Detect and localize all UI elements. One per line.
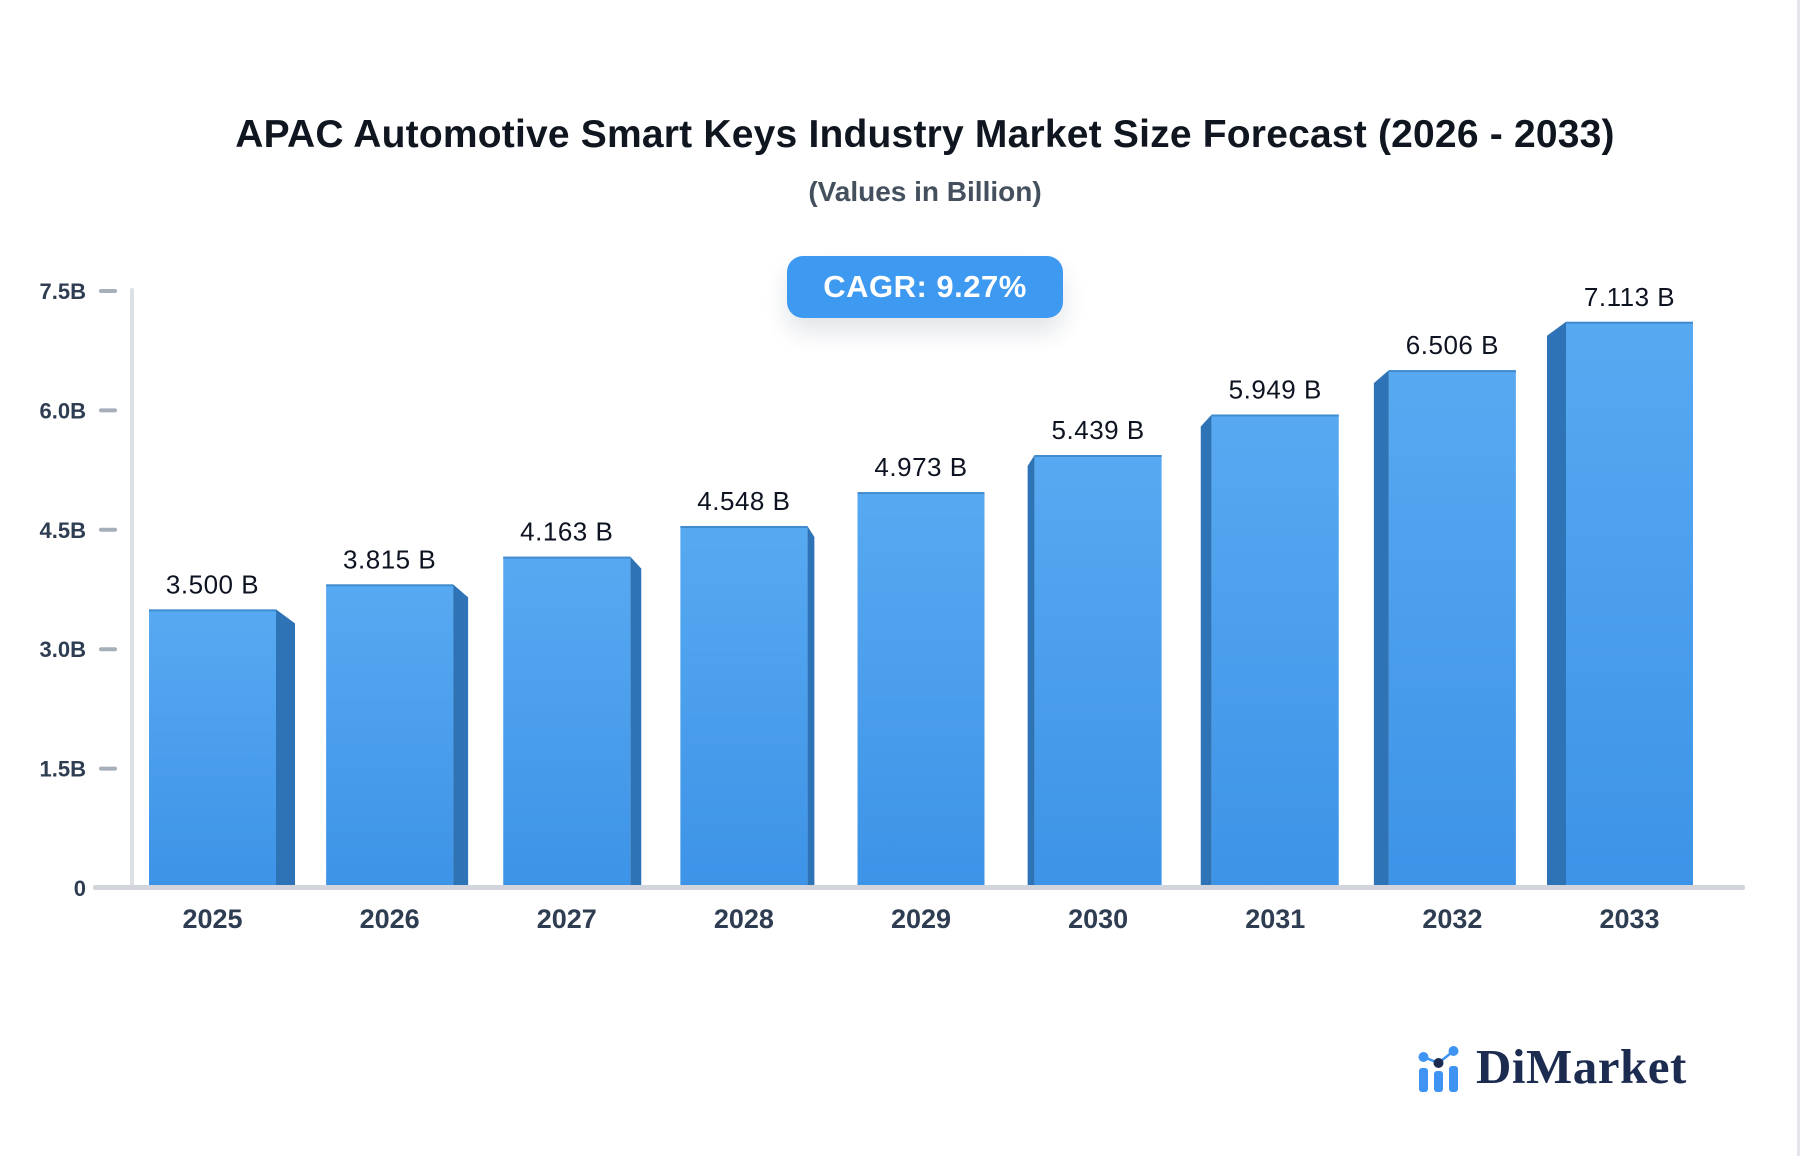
- y-tick-label: 0: [74, 876, 86, 901]
- page-right-border: [1797, 0, 1800, 1156]
- x-tick-label: 2032: [1422, 904, 1482, 934]
- dimarket-logo: DiMarket: [1418, 1038, 1687, 1092]
- y-tick-label: 1.5B: [40, 757, 86, 782]
- chart-header: APAC Automotive Smart Keys Industry Mark…: [60, 112, 1790, 208]
- bar-2027: [503, 556, 631, 888]
- bar-value-label: 4.548 B: [697, 486, 790, 516]
- x-tick-label: 2028: [714, 904, 774, 934]
- chart-title: APAC Automotive Smart Keys Industry Mark…: [235, 113, 1615, 156]
- chart-subtitle: (Values in Billion): [808, 176, 1042, 207]
- bar-side-2031: [1200, 414, 1212, 888]
- bar-value-label: 5.949 B: [1229, 374, 1322, 404]
- bar-value-label: 7.113 B: [1584, 282, 1675, 312]
- x-axis-line: [93, 885, 1745, 890]
- logo-text: DiMarket: [1476, 1039, 1687, 1095]
- bar-2030: [1034, 455, 1162, 888]
- x-tick-label: 2027: [537, 904, 597, 934]
- cagr-badge: CAGR: 9.27%: [787, 256, 1063, 318]
- bar-2025: [149, 609, 276, 888]
- bar-2026: [326, 584, 454, 888]
- y-axis-line: [130, 288, 134, 889]
- bar-value-label: 6.506 B: [1406, 330, 1499, 360]
- x-tick-label: 2026: [360, 904, 420, 934]
- bar-value-label: 4.973 B: [874, 452, 967, 482]
- bar-2032: [1388, 370, 1516, 888]
- x-tick-label: 2031: [1245, 904, 1305, 934]
- y-tick-mark: [99, 527, 117, 532]
- badge-row: CAGR: 9.27%: [60, 256, 1790, 318]
- y-tick-mark: [99, 289, 117, 293]
- y-tick-mark: [99, 408, 117, 413]
- y-tick-mark: [99, 766, 117, 771]
- x-tick-label: 2029: [891, 904, 951, 934]
- bar-value-label: 5.439 B: [1052, 415, 1145, 445]
- bar-2029: [857, 492, 985, 888]
- bar-2033: [1566, 321, 1693, 889]
- bar-value-label: 3.815 B: [343, 544, 436, 574]
- x-tick-label: 2030: [1068, 904, 1128, 934]
- y-tick-label: 7.5B: [40, 279, 86, 304]
- x-tick-label: 2033: [1599, 904, 1659, 934]
- bar-side-2027: [630, 556, 642, 888]
- bar-side-2032: [1373, 370, 1389, 888]
- bar-side-2026: [453, 584, 469, 888]
- bar-2028: [680, 525, 808, 888]
- y-tick-label: 6.0B: [40, 398, 86, 423]
- bar-value-label: 4.163 B: [520, 517, 613, 547]
- x-tick-label: 2025: [182, 904, 242, 934]
- bar-side-2025: [276, 609, 295, 888]
- y-tick-label: 4.5B: [40, 518, 86, 543]
- bar-side-2033: [1547, 321, 1566, 889]
- y-tick-mark: [99, 647, 117, 652]
- y-tick-label: 3.0B: [40, 637, 86, 662]
- bar-side-2028: [807, 525, 815, 888]
- bar-2031: [1211, 414, 1339, 888]
- bar-value-label: 3.500 B: [166, 569, 259, 599]
- bar-side-2030: [1027, 455, 1035, 888]
- chart-logo-icon: [1418, 1046, 1459, 1092]
